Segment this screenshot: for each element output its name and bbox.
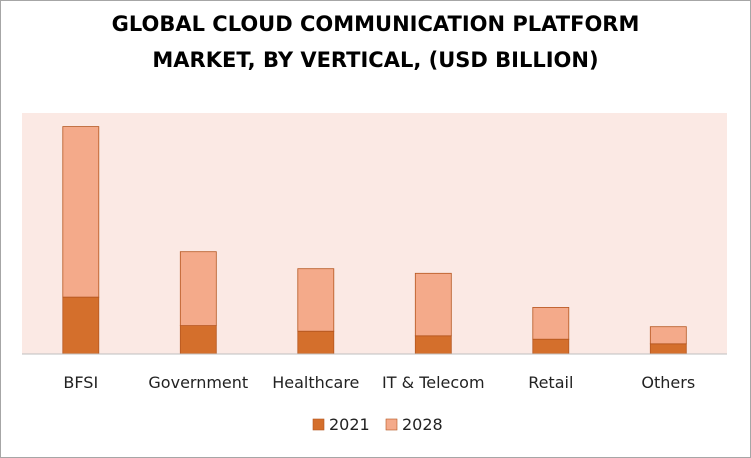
bar-2021-retail: [532, 338, 570, 355]
bars-group: [62, 126, 687, 355]
chart-title-line-2: MARKET, BY VERTICAL, (USD BILLION): [152, 48, 599, 72]
bar-2028-healthcare: [297, 268, 335, 332]
x-tick-label: BFSI: [63, 373, 98, 392]
x-tick-label: Retail: [528, 373, 573, 392]
legend-swatch-2021: [312, 418, 325, 431]
legend: 2021 2028: [312, 415, 443, 434]
chart-title-line-1: GLOBAL CLOUD COMMUNICATION PLATFORM: [111, 12, 640, 36]
plot-area: [22, 113, 727, 354]
bar-2028-it-telecom: [414, 272, 452, 337]
bar-2021-it-telecom: [414, 335, 452, 355]
legend-label-2028: 2028: [402, 415, 443, 434]
chart-title: GLOBAL CLOUD COMMUNICATION PLATFORM MARK…: [0, 6, 751, 78]
legend-swatch-2028: [385, 418, 398, 431]
bar-2028-others: [649, 326, 687, 345]
bar-2028-bfsi: [62, 126, 100, 298]
x-tick-label: Others: [641, 373, 695, 392]
bar-2021-bfsi: [62, 296, 100, 355]
bar-2021-others: [649, 343, 687, 355]
x-tick-label: Healthcare: [272, 373, 359, 392]
bar-2021-healthcare: [297, 330, 335, 355]
category-labels: BFSI Government Healthcare IT & Telecom Reta…: [63, 373, 695, 392]
bar-2028-government: [179, 251, 217, 326]
legend-label-2021: 2021: [329, 415, 370, 434]
bar-2028-retail: [532, 306, 570, 340]
bar-2021-government: [179, 325, 217, 355]
x-tick-label: Government: [148, 373, 248, 392]
x-tick-label: IT & Telecom: [382, 373, 485, 392]
